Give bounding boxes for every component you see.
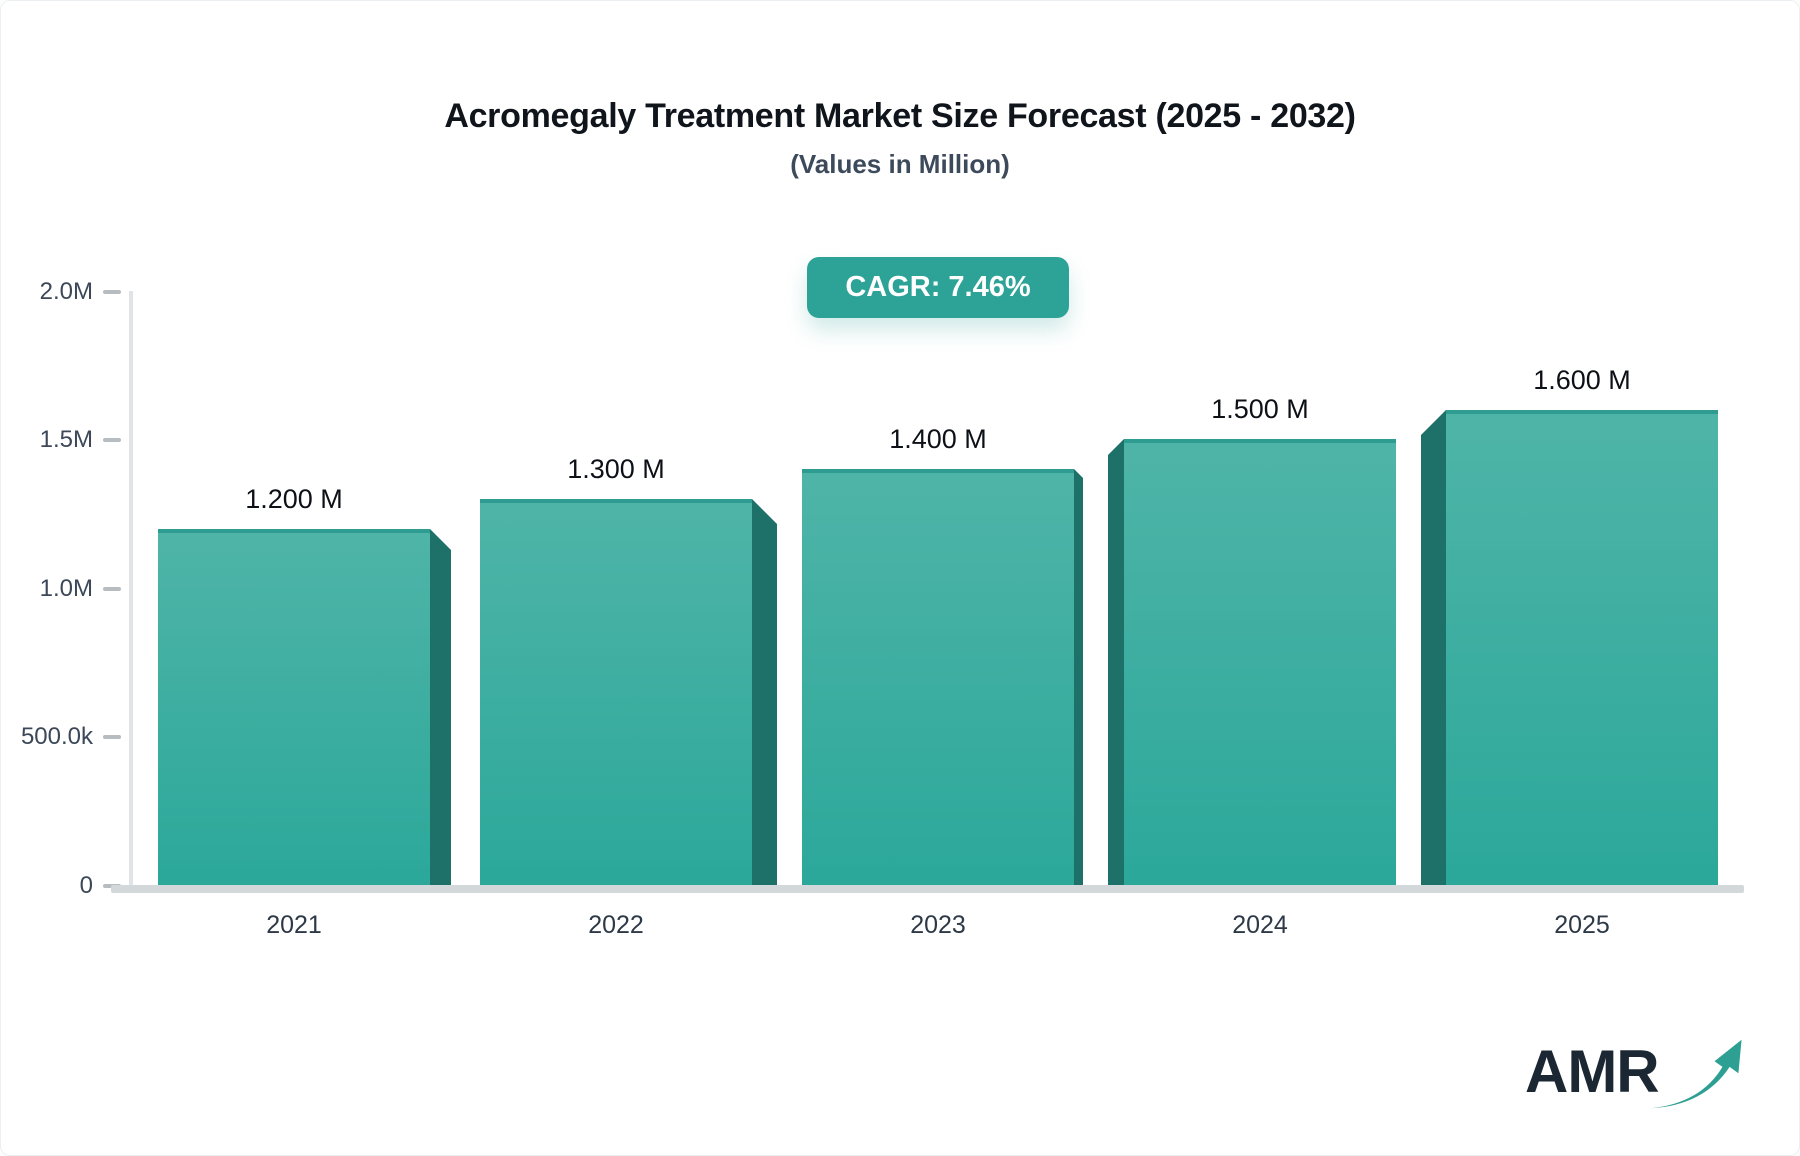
- y-tick-mark: [103, 587, 121, 591]
- amr-logo-text: AMR: [1525, 1037, 1660, 1105]
- bar-2022[interactable]: 1.300 M: [455, 291, 777, 889]
- bar-value-label: 1.300 M: [567, 454, 665, 484]
- x-tick-label: 2024: [1232, 911, 1288, 939]
- cagr-badge: CAGR: 7.46%: [807, 257, 1069, 318]
- amr-logo: AMR: [1525, 1029, 1745, 1113]
- bar-value-label: 1.200 M: [245, 484, 343, 514]
- y-tick-label: 0: [79, 872, 93, 899]
- bar-2024[interactable]: 1.500 M: [1099, 291, 1421, 889]
- y-tick-mark: [103, 735, 121, 739]
- bar-face[interactable]: [802, 469, 1083, 889]
- bar-2023[interactable]: 1.400 M: [777, 291, 1099, 889]
- cagr-badge-wrap: CAGR: 7.46%: [133, 257, 1743, 318]
- bar-value-label: 1.600 M: [1533, 365, 1631, 395]
- bar-2021[interactable]: 1.200 M: [133, 291, 455, 889]
- x-tick-label: 2025: [1554, 911, 1610, 939]
- bar-face[interactable]: [1108, 439, 1396, 889]
- bar-2025[interactable]: 1.600 M: [1421, 291, 1743, 889]
- bar-3d-side: [430, 529, 451, 889]
- x-axis-labels: 2021 2022 2023 2024 2025: [133, 911, 1743, 940]
- x-axis-line: [111, 885, 1744, 893]
- y-tick-label: 1.0M: [39, 575, 93, 602]
- bar-value-label: 1.400 M: [889, 424, 987, 454]
- x-tick-label: 2022: [588, 911, 644, 939]
- x-tick-label: 2023: [910, 911, 966, 939]
- bar-3d-side: [1421, 410, 1446, 889]
- chart-subtitle: (Values in Million): [790, 149, 1010, 179]
- y-tick-mark: [103, 290, 121, 294]
- bar-3d-side: [1108, 439, 1124, 889]
- growth-arrow-icon: [1650, 1039, 1742, 1109]
- y-tick-mark: [103, 438, 121, 442]
- x-tick-label: 2021: [266, 911, 322, 939]
- bar-face[interactable]: [480, 499, 777, 889]
- bar-3d-side: [1074, 469, 1083, 889]
- y-tick-label: 500.0k: [20, 723, 93, 750]
- plot-area: 1.200 M 1.300 M 1.400 M 1.500 M 1.600 M: [133, 291, 1743, 889]
- bar-face[interactable]: [158, 529, 451, 889]
- y-tick-label: 1.5M: [39, 426, 93, 453]
- chart-title: Acromegaly Treatment Market Size Forecas…: [444, 97, 1356, 135]
- bar-value-label: 1.500 M: [1211, 394, 1309, 424]
- bar-face[interactable]: [1421, 410, 1718, 889]
- y-axis-line: [129, 291, 133, 892]
- y-tick-label: 2.0M: [39, 278, 93, 305]
- bar-3d-side: [752, 499, 777, 889]
